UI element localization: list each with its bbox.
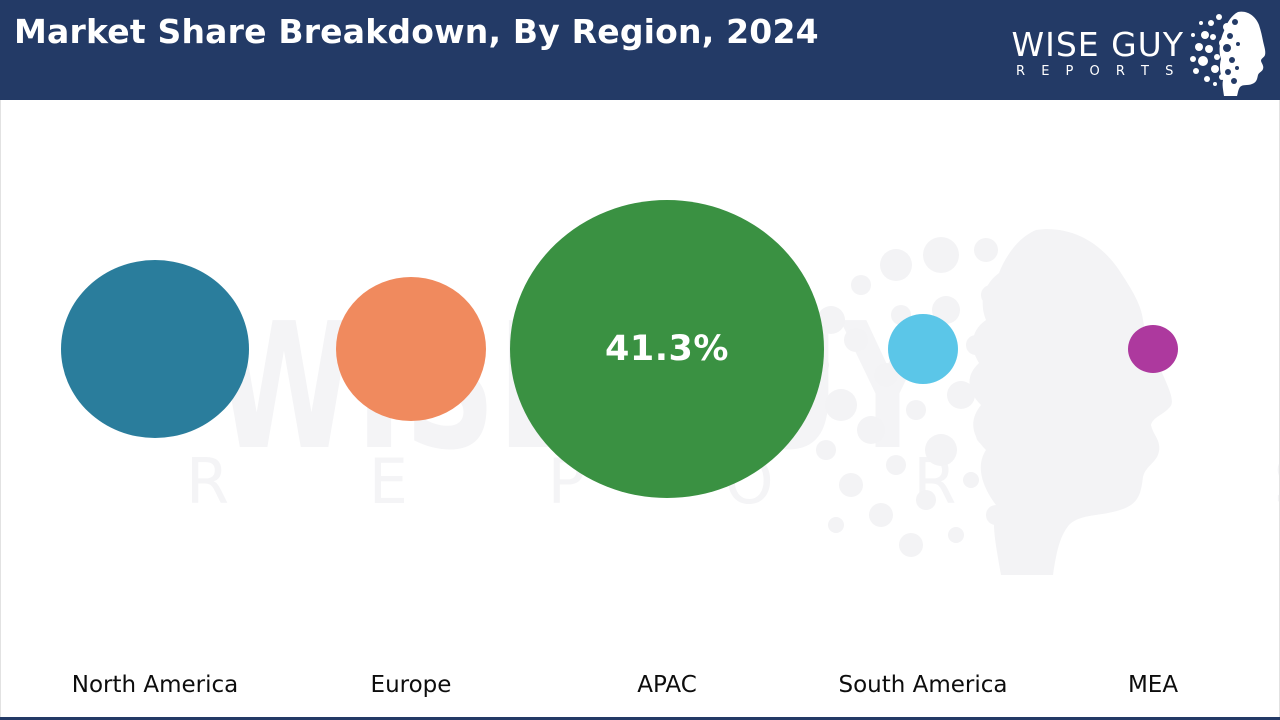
bubble-value-label: 41.3% xyxy=(605,329,729,369)
wise-guy-reports-logo: WISE GUY R E P O R T S xyxy=(1011,10,1266,96)
bubble-north-america xyxy=(61,260,249,438)
bubble-europe xyxy=(336,277,486,421)
page-title: Market Share Breakdown, By Region, 2024 xyxy=(14,12,819,51)
watermark-head-icon xyxy=(813,229,1172,575)
category-label-north-america: North America xyxy=(71,672,239,698)
header-band: Market Share Breakdown, By Region, 2024 … xyxy=(0,0,1280,100)
logo-subtitle: R E P O R T S xyxy=(1016,64,1180,80)
logo-wordmark: WISE GUY xyxy=(1011,24,1184,64)
bubble-apac: 41.3% xyxy=(510,200,824,498)
bubble-south-america xyxy=(888,314,958,384)
category-label-south-america: South America xyxy=(838,672,1008,698)
bottom-accent-bar xyxy=(0,717,1280,720)
logo-text: WISE GUY R E P O R T S xyxy=(1011,24,1184,80)
bubble-chart: WISE GUY R E P O R T S xyxy=(0,100,1280,717)
bubble-mea xyxy=(1128,325,1178,373)
logo-head-icon xyxy=(1190,11,1266,96)
category-label-apac: APAC xyxy=(637,672,697,698)
category-label-mea: MEA xyxy=(1127,672,1179,698)
category-label-europe: Europe xyxy=(370,672,452,698)
